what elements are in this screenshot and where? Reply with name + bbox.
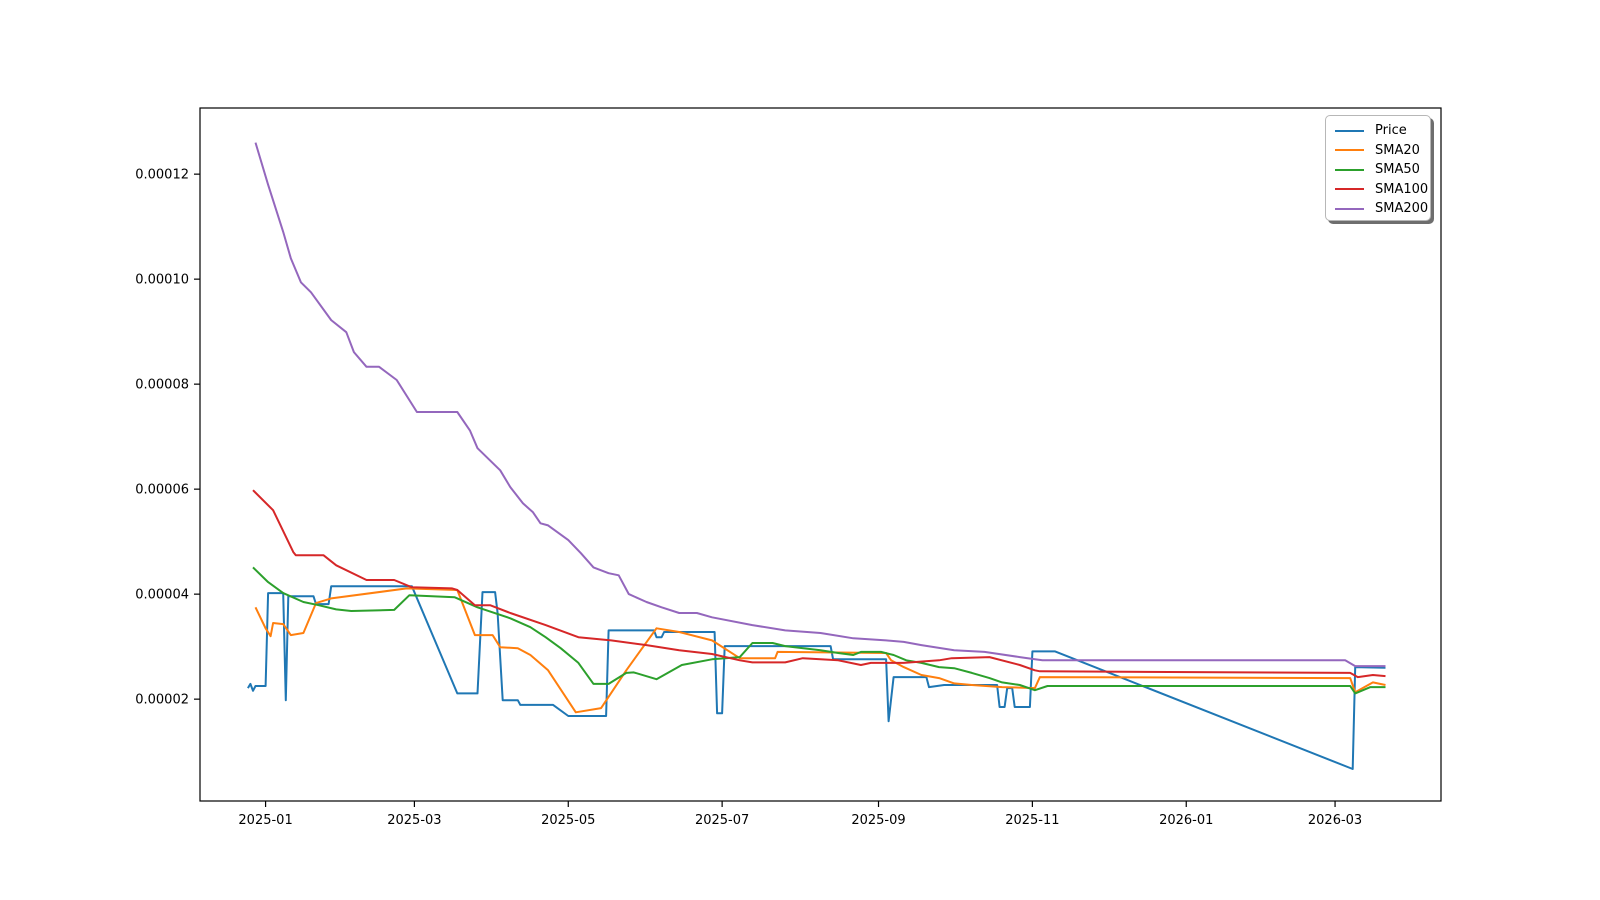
series-line-price [247,585,1386,770]
legend-label: SMA200 [1375,201,1429,216]
legend-label: SMA50 [1375,162,1420,177]
y-tick-label: 0.00004 [135,588,189,603]
y-tick-label: 0.00010 [135,273,189,288]
x-tick-label: 2025-11 [1005,813,1059,828]
series-line-sma50 [252,566,1386,695]
y-tick-label: 0.00002 [135,693,189,708]
x-tick-label: 2025-07 [695,813,749,828]
legend-line-sample-icon [1335,207,1364,210]
x-tick-label: 2026-03 [1308,813,1362,828]
legend-item-sma100: SMA100 [1326,180,1430,200]
legend-item-price: Price [1326,121,1430,141]
plot-border [199,107,1442,802]
legend-line-sample-icon [1335,188,1364,191]
legend-line-sample-icon [1335,129,1364,132]
x-tick-label: 2025-01 [238,813,292,828]
legend-label: SMA100 [1375,181,1429,197]
y-tick-label: 0.00012 [135,168,189,183]
legend-line-sample-icon [1335,149,1364,152]
legend-label: SMA20 [1375,142,1420,158]
legend-line-sample-icon [1335,168,1364,171]
x-tick-label: 2025-03 [387,813,441,828]
legend: Price SMA20 SMA50 SMA100 SMA200 [1325,115,1431,221]
legend-item-sma50: SMA50 [1326,160,1430,180]
legend-label: Price [1375,123,1407,138]
x-tick-label: 2026-01 [1159,813,1213,828]
series-line-sma200 [254,142,1386,668]
y-tick-label: 0.00008 [135,378,189,393]
legend-item-sma20: SMA20 [1326,141,1430,161]
y-tick-label: 0.00006 [135,483,189,498]
x-tick-label: 2025-05 [541,813,595,828]
series-line-sma20 [254,587,1386,714]
legend-item-sma200: SMA200 [1326,199,1430,219]
series-line-sma100 [252,489,1386,679]
x-tick-label: 2025-09 [851,813,905,828]
